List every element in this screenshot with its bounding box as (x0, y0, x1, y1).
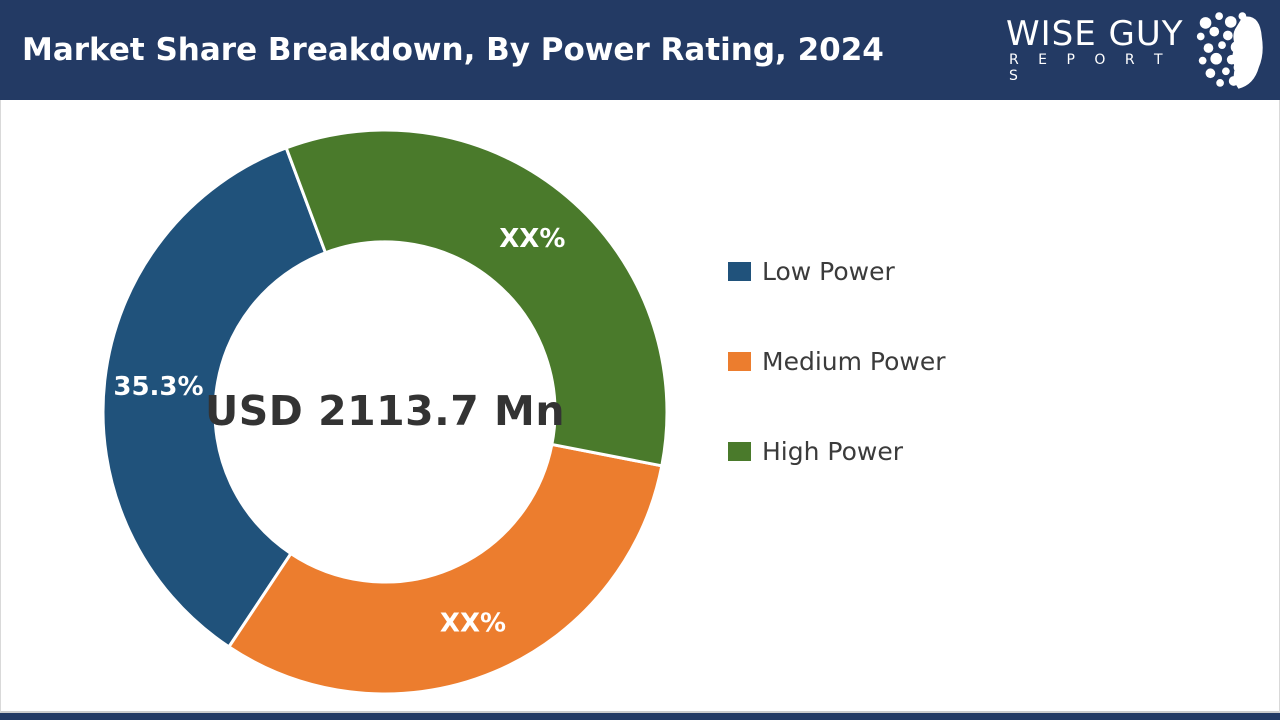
segment-percentage-label: XX% (499, 224, 565, 254)
donut-segment-medium-power (227, 442, 664, 696)
logo-text: WISE GUY R E P O R T S (1006, 16, 1192, 84)
donut-segment-high-power (284, 128, 669, 468)
footer-bar (0, 713, 1280, 720)
legend-item-high-power: High Power (728, 436, 946, 466)
donut-chart: 35.3% XX% XX% (101, 128, 669, 696)
logo-wordmark: WISE GUY (1006, 14, 1184, 54)
wise-guy-reports-logo: WISE GUY R E P O R T S (1006, 6, 1264, 94)
logo-dot-face-icon (1197, 12, 1264, 89)
chart-legend: Low Power Medium Power High Power (728, 256, 946, 526)
legend-swatch-high-power (728, 441, 751, 461)
legend-label: High Power (762, 436, 903, 466)
header-bar: Market Share Breakdown, By Power Rating,… (0, 0, 1280, 100)
page-title: Market Share Breakdown, By Power Rating,… (22, 32, 884, 68)
donut-segment-low-power (101, 146, 327, 649)
legend-label: Medium Power (762, 346, 946, 376)
logo-subtitle: R E P O R T S (1009, 52, 1171, 84)
legend-swatch-medium-power (728, 351, 751, 371)
segment-percentage-label: XX% (440, 608, 506, 638)
legend-item-low-power: Low Power (728, 256, 946, 286)
legend-swatch-low-power (728, 261, 751, 281)
segment-percentage-label: 35.3% (113, 372, 203, 402)
donut-center-value: USD 2113.7 Mn (204, 387, 566, 435)
legend-item-medium-power: Medium Power (728, 346, 946, 376)
legend-label: Low Power (762, 256, 895, 286)
